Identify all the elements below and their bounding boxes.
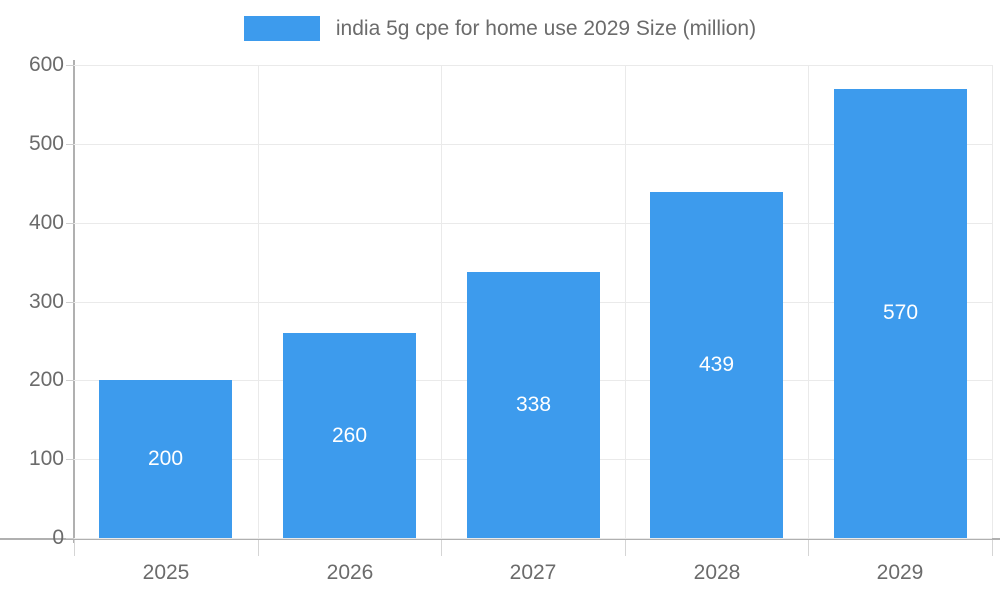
y-axis-tick-label: 0 [52, 526, 64, 549]
y-axis-tick-mark [66, 302, 74, 303]
bar[interactable] [834, 89, 967, 538]
y-axis-tick-label: 500 [28, 131, 64, 155]
y-axis-tick-label: 600 [28, 53, 64, 76]
x-axis-tick-label: 2029 [876, 561, 924, 584]
y-axis-tick-mark [66, 380, 74, 381]
x-axis-tick-mark [808, 540, 809, 556]
x-axis-tick-mark [992, 540, 993, 556]
gridline-horizontal [74, 538, 992, 539]
gridline-horizontal [74, 223, 992, 224]
bar[interactable] [283, 333, 416, 538]
x-axis-tick-label: 2026 [326, 561, 374, 584]
y-axis-tick-mark [66, 65, 74, 66]
gridline-horizontal [74, 65, 992, 66]
y-axis-tick-label: 100 [28, 447, 64, 471]
bar[interactable] [467, 272, 600, 538]
x-axis-tick-label: 2028 [693, 561, 741, 584]
y-axis-tick-mark [66, 223, 74, 224]
gridline-horizontal [74, 144, 992, 145]
x-axis-tick-mark [625, 540, 626, 556]
y-axis-tick-mark [66, 144, 74, 145]
y-axis-line [73, 60, 75, 543]
y-axis-tick-label: 200 [28, 368, 64, 392]
legend-item[interactable]: india 5g cpe for home use 2029 Size (mil… [243, 15, 757, 41]
gridline-vertical [992, 65, 993, 538]
gridline-vertical [258, 65, 259, 538]
x-axis-tick-label: 2027 [509, 561, 557, 584]
legend-color-swatch [243, 15, 320, 41]
chart-legend: india 5g cpe for home use 2029 Size (mil… [0, 0, 1000, 56]
x-axis-tick-label: 2025 [142, 561, 190, 584]
gridline-vertical [441, 65, 442, 538]
gridline-vertical [808, 65, 809, 538]
x-axis-line [0, 538, 1000, 540]
y-axis-tick-label: 400 [28, 210, 64, 234]
bar[interactable] [650, 192, 783, 538]
y-axis-tick-label: 300 [28, 289, 64, 313]
gridline-vertical [625, 65, 626, 538]
legend-series-label: india 5g cpe for home use 2029 Size (mil… [335, 16, 757, 40]
bar[interactable] [99, 380, 232, 538]
y-axis-tick-mark [66, 538, 74, 539]
x-axis-tick-mark [258, 540, 259, 556]
y-axis-tick-mark [66, 459, 74, 460]
x-axis-tick-mark [74, 540, 75, 556]
x-axis-tick-mark [441, 540, 442, 556]
